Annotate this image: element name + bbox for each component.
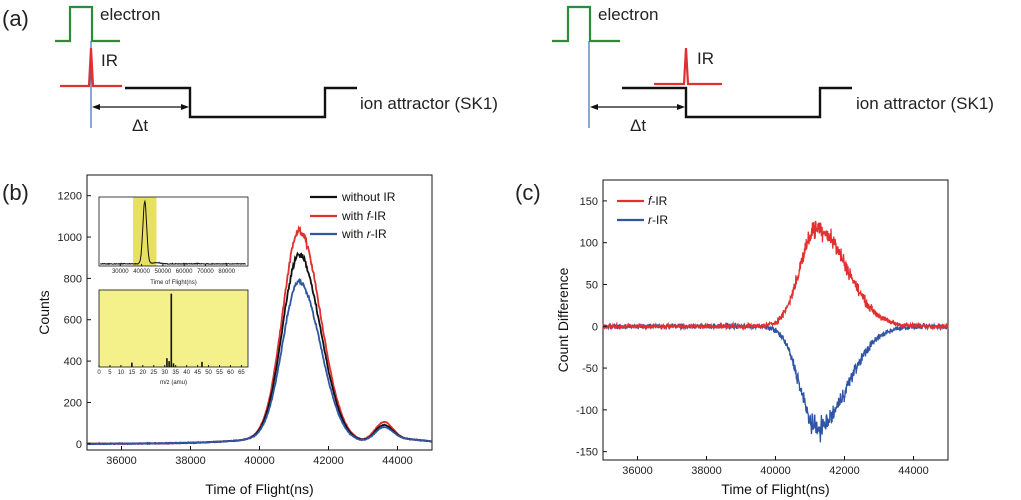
inset2-x-tick-label: 0 xyxy=(97,370,101,376)
inset2-x-tick-label: 30 xyxy=(161,370,168,376)
inset2-x-tick-label: 10 xyxy=(118,370,125,376)
inset2-x-tick-label: 40 xyxy=(183,370,190,376)
inset2-x-tick-label: 60 xyxy=(227,370,234,376)
legend-label-r-IR: r-IR xyxy=(648,213,668,227)
inset1-x-axis-title: Time of Flight(ns) xyxy=(150,280,196,286)
delta-t-label-left: Δt xyxy=(132,116,148,135)
arrowhead-right-a xyxy=(181,104,189,110)
panel-a-label: (a) xyxy=(2,6,29,31)
inset2-x-tick-label: 35 xyxy=(172,370,179,376)
b-y-tick-label: 200 xyxy=(64,397,82,409)
inset1-highlight-band xyxy=(133,197,157,266)
inset2-frame xyxy=(98,289,249,368)
arrowhead-right-b xyxy=(677,104,685,110)
inset1-x-tick-label: 60000 xyxy=(176,269,193,275)
b-y-tick-label: 800 xyxy=(64,273,82,285)
arrowhead-left-b xyxy=(590,104,598,110)
c-x-tick-label: 44000 xyxy=(898,465,929,477)
chart-b: 36000 38000 40000 42000 44000020040060080010… xyxy=(36,174,433,497)
b-x-tick-label: 44000 xyxy=(382,455,413,467)
inset2-x-tick-label: 20 xyxy=(139,370,146,376)
inset1-frame xyxy=(98,196,249,267)
b-x-tick-label: 40000 xyxy=(244,455,275,467)
arrowhead-left-a xyxy=(92,104,100,110)
b-x-tick-label: 38000 xyxy=(175,455,206,467)
series-line-r-IR xyxy=(602,321,949,443)
panel-b-label: (b) xyxy=(2,180,29,205)
c-x-tick-label: 40000 xyxy=(760,465,791,477)
b-x-tick-label: 36000 xyxy=(106,455,137,467)
inset1-x-tick-label: 30000 xyxy=(112,269,129,275)
inset2-x-tick-label: 5 xyxy=(108,370,112,376)
inset1-x-tick-label: 80000 xyxy=(218,269,235,275)
legend-label-with-f-IR: with f-IR xyxy=(341,209,386,223)
b-y-tick-label: 1000 xyxy=(58,232,82,244)
panel-a: (a) electron IR ion attractor (SK1) Δt e… xyxy=(2,5,994,135)
electron-pulse-right xyxy=(552,5,620,43)
attractor-waveform-right xyxy=(622,86,852,119)
chart-c: 36000 38000 40000 42000 44000 -150 -100 -50 0 50 1… xyxy=(555,179,949,497)
inset2-x-tick-label: 25 xyxy=(150,370,157,376)
inset1-x-tick-label: 70000 xyxy=(197,269,214,275)
c-y-tick-label: 50 xyxy=(586,279,598,291)
attractor-waveform-left xyxy=(125,86,357,119)
b-x-tick-label: 42000 xyxy=(313,455,344,467)
inset2-x-tick-label: 45 xyxy=(194,370,201,376)
ir-pulse-right xyxy=(654,47,722,86)
b-y-tick-label: 400 xyxy=(64,356,82,368)
ir-label-right: IR xyxy=(697,49,714,68)
legend-label-without-IR: without IR xyxy=(341,190,396,204)
inset2-x-tick-label: 50 xyxy=(205,370,212,376)
legend-label-with-r-IR: with r-IR xyxy=(341,227,387,241)
electron-label-right: electron xyxy=(598,5,658,24)
legend-label-f-IR: f-IR xyxy=(648,194,668,208)
c-y-tick-label: -150 xyxy=(576,447,598,459)
series-line-f-IR xyxy=(602,220,949,332)
inset2-x-tick-label: 65 xyxy=(238,370,245,376)
c-y-tick-label: 150 xyxy=(580,196,598,208)
c-x-tick-label: 38000 xyxy=(691,465,722,477)
panel-c-label: (c) xyxy=(515,180,541,205)
series-line-with-r-IR xyxy=(86,277,432,446)
c-y-tick-label: 0 xyxy=(592,321,598,333)
inset2-x-tick-label: 55 xyxy=(216,370,223,376)
b-y-tick-label: 0 xyxy=(76,439,82,451)
b-y-tick-label: 1200 xyxy=(58,191,82,203)
timing-diagram-left: electron IR ion attractor (SK1) Δt xyxy=(55,5,498,135)
inset2-x-axis-title: m/z (amu) xyxy=(160,380,187,386)
b-y-tick-label: 600 xyxy=(64,315,82,327)
electron-pulse-left xyxy=(55,5,120,43)
inset1-tof-line xyxy=(99,199,246,266)
c-y-tick-label: 100 xyxy=(580,238,598,250)
c-y-tick-label: -50 xyxy=(582,363,598,375)
ir-pulse-left xyxy=(60,47,122,88)
c-x-axis-title: Time of Flight(ns) xyxy=(721,481,829,497)
attractor-label-right: ion attractor (SK1) xyxy=(856,94,994,113)
c-x-tick-label: 42000 xyxy=(829,465,860,477)
timing-diagram-right: electron IR ion attractor (SK1) Δt xyxy=(552,5,994,135)
b-y-axis-title: Counts xyxy=(36,290,52,334)
attractor-label-left: ion attractor (SK1) xyxy=(360,94,498,113)
delta-t-label-right: Δt xyxy=(630,116,646,135)
c-x-tick-label: 36000 xyxy=(622,465,653,477)
inset1-x-tick-label: 40000 xyxy=(133,269,150,275)
inset2-x-tick-label: 15 xyxy=(129,370,136,376)
c-y-axis-title: Count Difference xyxy=(555,267,571,372)
b-x-axis-title: Time of Flight(ns) xyxy=(205,481,313,497)
inset1-x-tick-label: 50000 xyxy=(155,269,172,275)
ir-label-left: IR xyxy=(101,51,118,70)
electron-label-left: electron xyxy=(100,5,160,24)
c-y-tick-label: -100 xyxy=(576,405,598,417)
